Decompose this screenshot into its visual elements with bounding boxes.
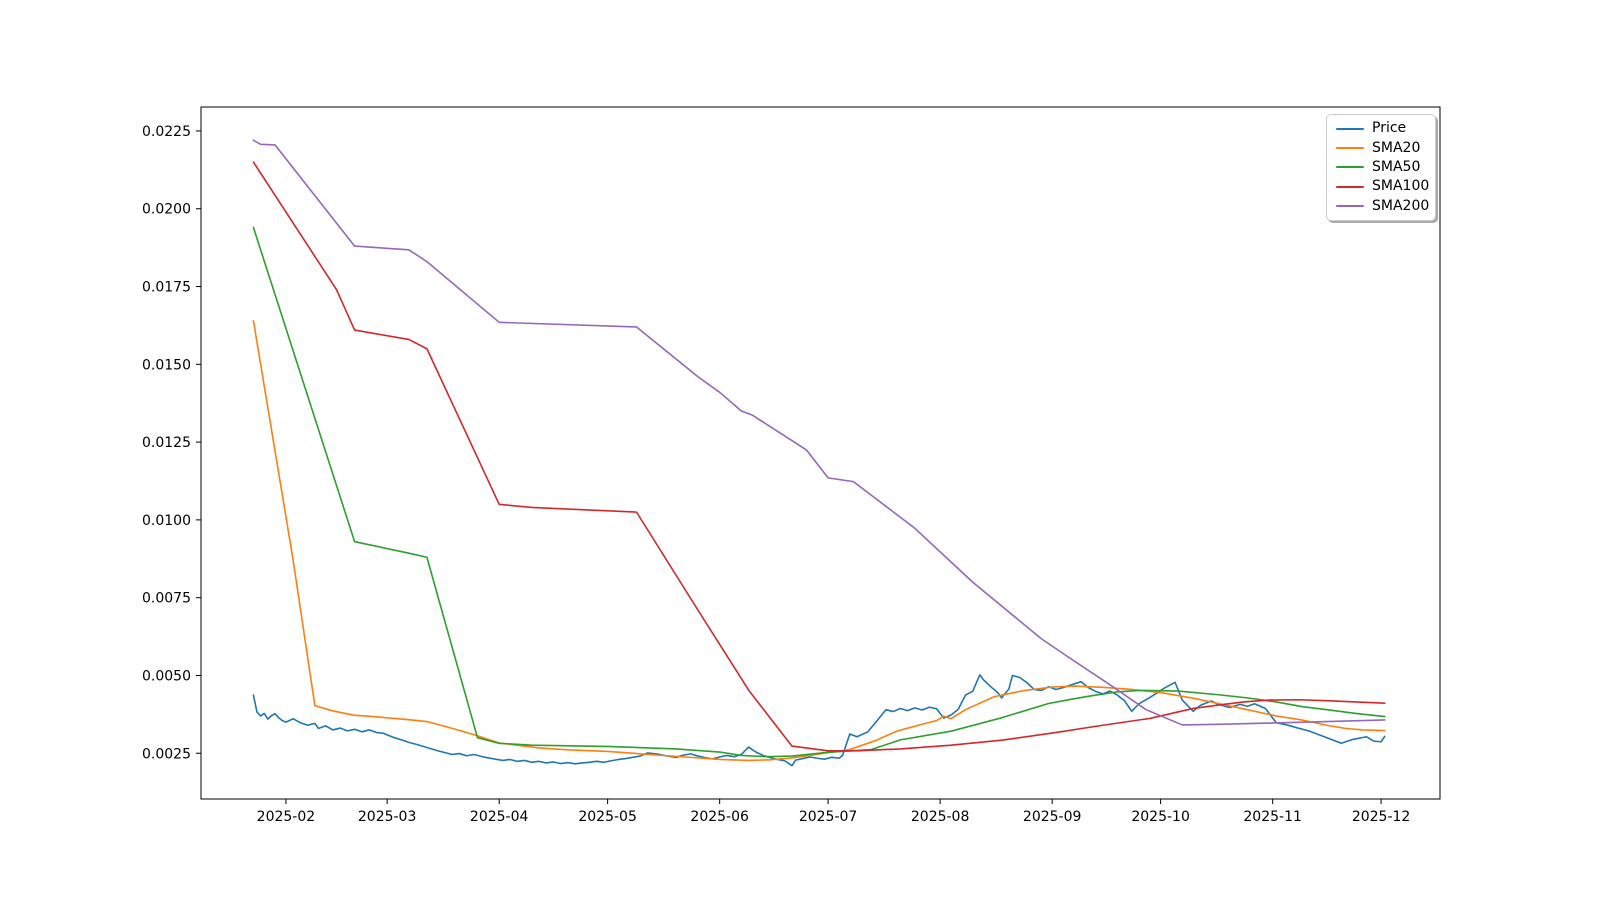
x-tick-label: 2025-04 [470,809,529,825]
legend-item-sma100: SMA100 [1336,177,1430,196]
plot-area [201,107,1440,799]
x-tick-label: 2025-08 [911,809,970,825]
x-tick-label: 2025-10 [1131,809,1190,825]
legend-line-sample [1336,166,1364,169]
legend-line-sample [1336,147,1364,150]
y-tick-label: 0.0125 [142,435,191,451]
y-tick-label: 0.0225 [142,124,191,140]
x-tick-label: 2025-11 [1243,809,1302,825]
y-axis-ticks: 0.0025 0.0050 0.0075 0.0100 0.0125 0.0150 0.01… [142,124,201,762]
legend-line-sample [1336,205,1364,208]
y-tick-label: 0.0200 [142,202,191,218]
y-tick-label: 0.0025 [142,746,191,762]
y-tick-label: 0.0075 [142,591,191,607]
legend-item-sma200: SMA200 [1336,197,1430,216]
y-tick-label: 0.0175 [142,280,191,296]
legend-line-sample [1336,127,1364,130]
legend-item-sma20: SMA20 [1336,139,1426,158]
x-axis-ticks: 2025-02 2025-03 2025-04 2025-05 2025-06 2025-… [257,799,1411,825]
series-line-sma50 [252,226,1386,758]
x-tick-label: 2025-07 [799,809,858,825]
series-line-sma100 [252,161,1386,752]
plot-frame [200,106,1441,800]
x-tick-label: 2025-12 [1352,809,1411,825]
y-tick-label: 0.0100 [142,513,191,529]
legend-label: SMA100 [1372,178,1430,195]
legend-box: Price SMA20 SMA50 SMA100 SMA200 [1326,114,1436,221]
x-tick-label: 2025-09 [1023,809,1082,825]
y-tick-label: 0.0050 [142,668,191,684]
series-lines [252,139,1386,767]
x-tick-label: 2025-03 [358,809,417,825]
legend-item-sma50: SMA50 [1336,158,1426,177]
x-tick-label: 2025-05 [578,809,637,825]
legend-label: SMA50 [1372,158,1421,175]
legend-label: SMA200 [1372,197,1430,214]
legend-label: Price [1372,120,1407,137]
legend-item-price: Price [1336,119,1426,138]
x-tick-label: 2025-02 [257,809,316,825]
legend-label: SMA20 [1372,139,1421,156]
legend-line-sample [1336,185,1364,188]
series-line-sma20 [252,319,1386,762]
series-line-sma200 [252,139,1386,726]
y-tick-label: 0.0150 [142,357,191,373]
x-tick-label: 2025-06 [690,809,749,825]
